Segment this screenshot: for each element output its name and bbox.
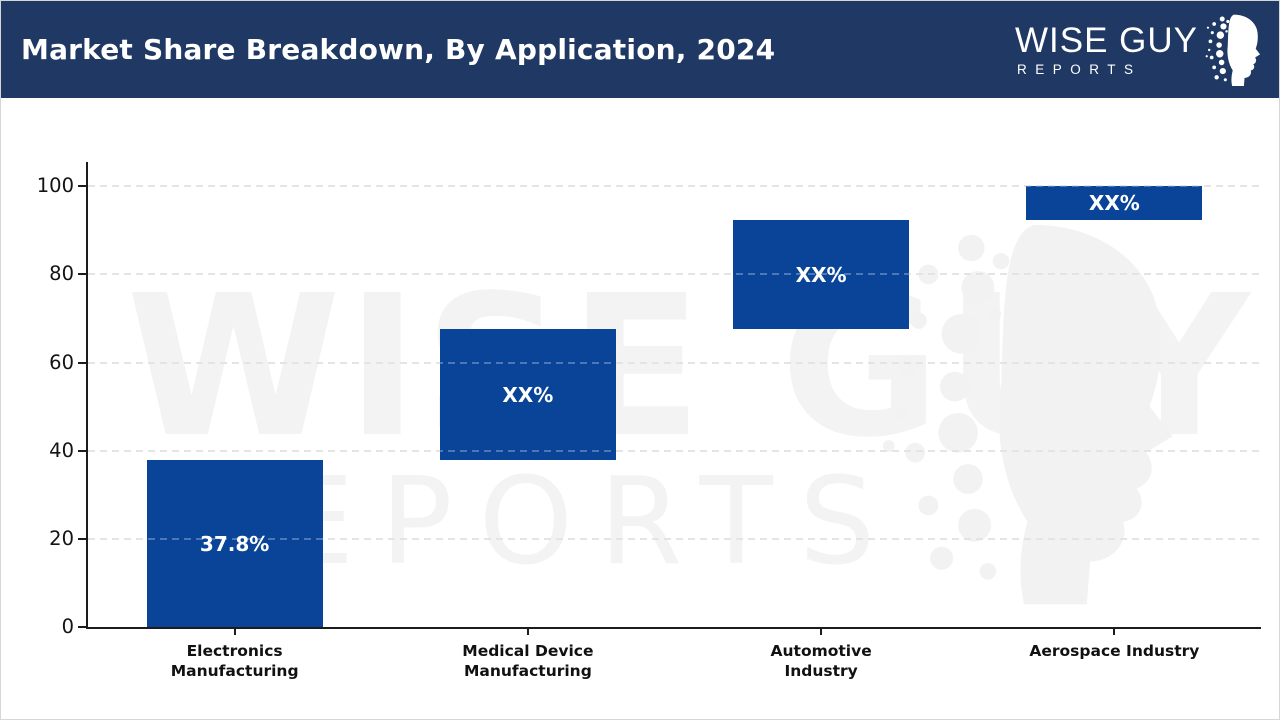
gridline-highlight	[88, 537, 1261, 540]
gridline	[88, 449, 1261, 452]
gridline	[88, 185, 1261, 188]
chart-title: Market Share Breakdown, By Application, …	[21, 33, 776, 66]
x-category-label: Electronics Manufacturing	[170, 642, 299, 680]
y-tick-label: 60	[49, 350, 74, 374]
gridline-highlight	[88, 185, 1261, 188]
x-category-label: Automotive Industry	[770, 642, 872, 680]
bar-value-label: XX%	[795, 262, 847, 287]
y-tick	[78, 537, 86, 540]
y-tick-label: 80	[49, 262, 74, 286]
y-tick-label: 40	[49, 438, 74, 462]
gridline-highlight	[88, 273, 1261, 276]
x-tick	[526, 627, 529, 635]
y-tick	[78, 273, 86, 276]
bar	[146, 460, 323, 627]
y-tick-label: 100	[36, 174, 74, 198]
logo-face-icon	[1205, 14, 1261, 86]
x-tick	[820, 627, 823, 635]
bar-value-label: XX%	[1088, 191, 1140, 216]
header: Market Share Breakdown, By Application, …	[1, 1, 1279, 98]
plot-area: 0 20 40 60 80 100 37.8% Electronics Manufacturi…	[37, 162, 1261, 680]
bar-value-label: XX%	[502, 382, 554, 407]
gridline-highlight	[88, 361, 1261, 364]
x-tick	[1113, 627, 1116, 635]
bar	[733, 220, 910, 330]
bar	[439, 329, 616, 461]
logo-wordmark: WISE GUY	[1014, 20, 1198, 60]
x-category-label: Medical Device Manufacturing	[462, 642, 594, 680]
y-tick	[78, 185, 86, 188]
bar	[1026, 186, 1203, 221]
gridline	[88, 361, 1261, 364]
y-tick	[78, 449, 86, 452]
gridline	[88, 273, 1261, 276]
bar-value-label: 37.8%	[199, 531, 270, 556]
x-category-label: Aerospace Industry	[1029, 642, 1200, 660]
y-tick	[78, 626, 86, 628]
y-tick-label: 0	[61, 615, 74, 638]
brand-logo: WISE GUY REPORTS	[1015, 11, 1265, 89]
logo-subtext: REPORTS	[1016, 61, 1142, 77]
y-tick-label: 20	[49, 526, 74, 550]
gridline	[88, 537, 1261, 540]
gridline-highlight	[88, 449, 1261, 452]
y-tick	[78, 361, 86, 364]
x-tick	[233, 627, 236, 635]
logo-text: WISE GUY REPORTS	[1015, 23, 1198, 77]
